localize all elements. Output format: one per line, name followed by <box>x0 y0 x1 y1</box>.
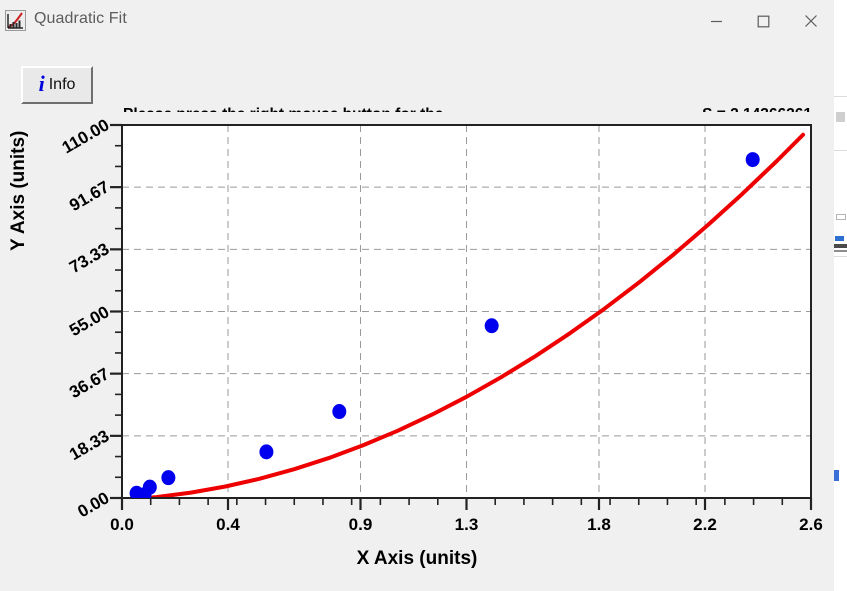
background-window[interactable] <box>833 0 847 591</box>
info-button[interactable]: i Info <box>21 66 93 104</box>
close-icon <box>804 15 817 27</box>
background-window-icon-4 <box>834 244 847 248</box>
x-axis-title: X Axis (units) <box>356 548 478 569</box>
background-window-icon-2 <box>836 214 846 220</box>
information-italic-i-icon: i <box>38 71 45 96</box>
minimize-button[interactable] <box>693 0 740 42</box>
x-tick-label: 1.3 <box>454 515 479 534</box>
chart-curve-icon <box>5 10 26 31</box>
x-tick-label: 0.0 <box>110 515 134 534</box>
title-bar[interactable]: Quadratic Fit <box>0 0 834 42</box>
info-bar: i Info Please press the right mouse butt… <box>0 42 834 144</box>
background-window-strip-1 <box>834 96 847 97</box>
fit-curve <box>122 132 806 498</box>
maximize-button[interactable] <box>740 0 787 42</box>
background-window-icon-3 <box>835 236 844 241</box>
background-window-strip-2 <box>834 150 847 151</box>
window-title: Quadratic Fit <box>34 10 127 27</box>
background-window-icon-1 <box>836 112 845 122</box>
x-tick-label: 0.9 <box>348 515 373 534</box>
data-point-marker[interactable] <box>332 404 347 420</box>
minimize-icon <box>711 20 722 22</box>
info-button-label: Info <box>48 76 76 93</box>
maximize-icon <box>757 15 770 27</box>
data-point-marker[interactable] <box>745 152 760 168</box>
scatter-plot[interactable] <box>0 112 834 591</box>
background-window-icon-5 <box>834 250 847 252</box>
data-point-marker[interactable] <box>161 470 176 486</box>
background-window-strip-3 <box>834 256 847 257</box>
window-controls <box>693 0 834 42</box>
plot-container[interactable] <box>0 112 834 591</box>
background-window-icon-6 <box>834 470 839 481</box>
data-point-marker[interactable] <box>484 318 499 334</box>
data-point-marker[interactable] <box>142 479 157 495</box>
close-button[interactable] <box>787 0 834 42</box>
x-tick-label: 2.2 <box>693 515 717 534</box>
x-tick-label: 2.6 <box>799 515 823 534</box>
data-point-marker[interactable] <box>259 444 274 460</box>
x-tick-label: 0.4 <box>216 515 240 534</box>
x-tick-label: 1.8 <box>587 515 611 534</box>
